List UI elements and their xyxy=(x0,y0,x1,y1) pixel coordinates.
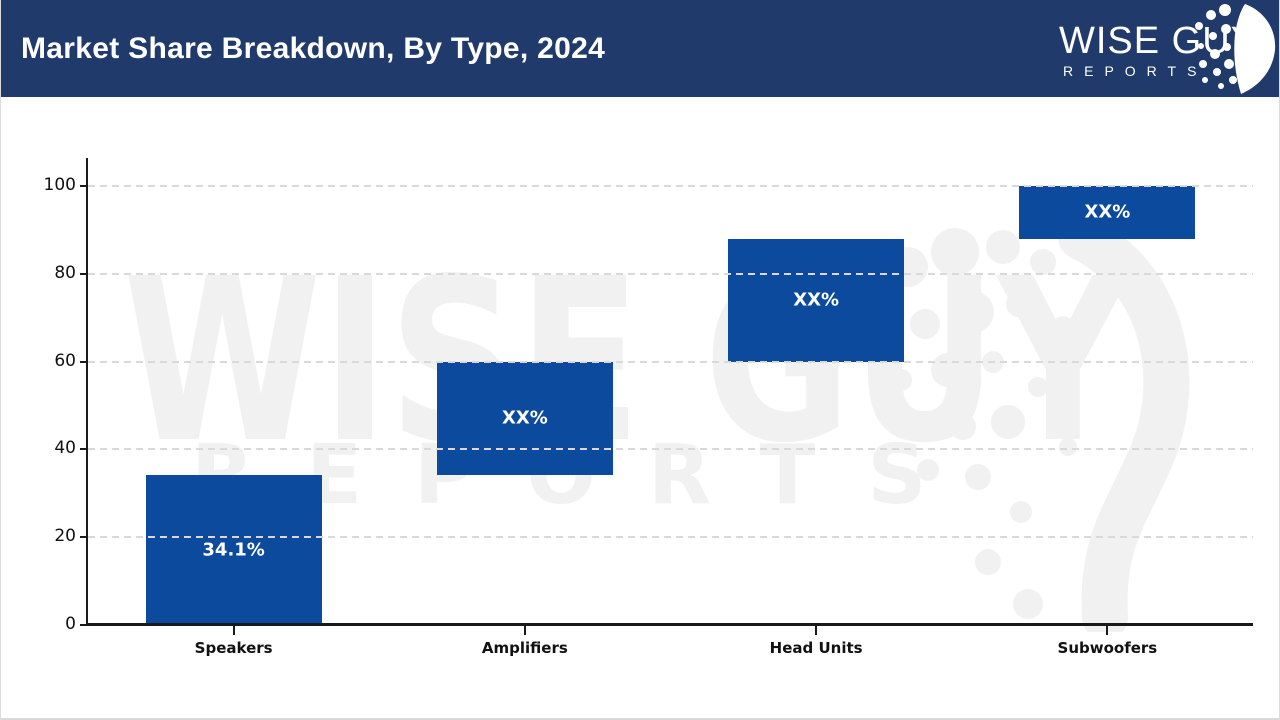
y-tick-mark xyxy=(80,448,88,451)
bar-amplifiers xyxy=(436,361,613,476)
x-category-label: Amplifiers xyxy=(481,639,568,657)
y-tick-mark xyxy=(80,360,88,363)
bar-head-units xyxy=(728,238,905,362)
y-tick-label: 100 xyxy=(43,175,76,195)
y-tick-mark xyxy=(80,272,88,275)
bar-speakers xyxy=(145,475,322,625)
y-tick-mark xyxy=(80,624,88,626)
y-tick-label: 0 xyxy=(65,614,76,634)
bar-value-label: 34.1% xyxy=(202,539,265,561)
x-tick-mark xyxy=(1106,626,1109,635)
gridline-20 xyxy=(88,536,1253,539)
y-axis-line xyxy=(86,158,88,625)
y-tick-mark xyxy=(80,185,88,187)
bar-value-label: XX% xyxy=(501,407,548,429)
y-tick-mark xyxy=(80,536,88,539)
y-tick-label: 40 xyxy=(54,438,76,459)
gridline-60 xyxy=(88,360,1253,363)
x-tick-mark xyxy=(232,626,235,635)
x-tick-mark xyxy=(523,626,526,635)
brand-logo: WISE GUY REPORTS xyxy=(1021,0,1279,97)
page-title: Market Share Breakdown, By Type, 2024 xyxy=(21,31,606,65)
y-tick-label: 80 xyxy=(54,262,76,283)
gridline-80 xyxy=(88,272,1253,275)
x-category-label: Head Units xyxy=(769,639,863,657)
gridline-100 xyxy=(88,185,1253,187)
brand-subtitle: REPORTS xyxy=(1063,63,1208,79)
y-tick-label: 60 xyxy=(54,350,76,371)
y-tick-label: 20 xyxy=(54,526,76,547)
x-axis-line xyxy=(86,623,1253,626)
bar-value-label: XX% xyxy=(1084,201,1131,223)
bar-subwoofers xyxy=(1019,186,1196,239)
bar-value-label: XX% xyxy=(793,289,840,311)
head-profile-icon xyxy=(1195,4,1276,94)
chart-plot-area: 34.1% XX% XX% XX% 0 20 40 60 80 100 Speakers Amplif… xyxy=(1,97,1279,718)
x-tick-mark xyxy=(815,626,818,635)
gridline-40 xyxy=(88,448,1253,451)
x-category-label: Speakers xyxy=(194,639,273,657)
x-category-label: Subwoofers xyxy=(1057,639,1158,657)
header-band: Market Share Breakdown, By Type, 2024 WI… xyxy=(1,0,1279,97)
